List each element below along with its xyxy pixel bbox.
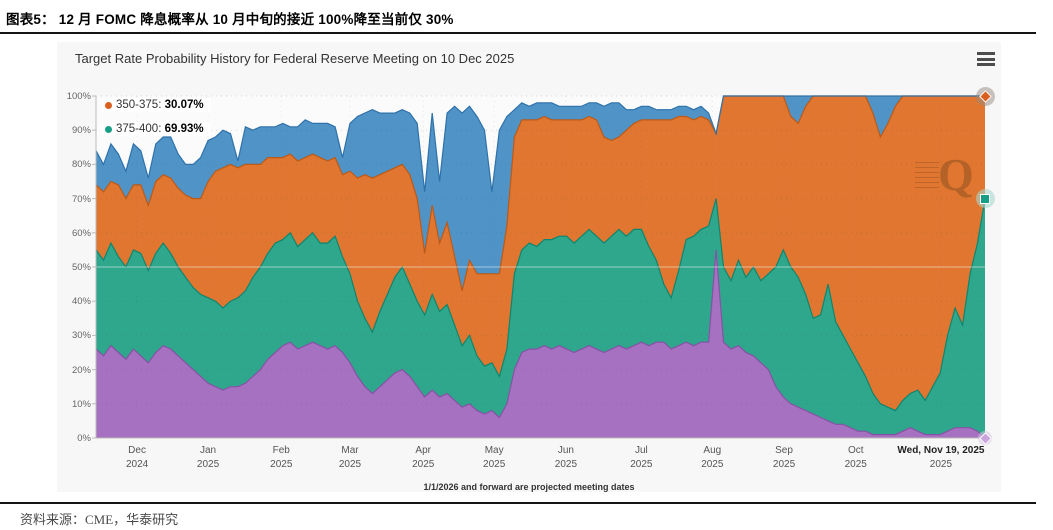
x-axis-label-Wed-Nov-19-2025: Wed, Nov 19, 2025 2025 — [897, 445, 985, 470]
series-dot-icon — [105, 101, 112, 109]
stacked-area-chart-svg — [92, 95, 986, 439]
end-marker-350-375 — [975, 86, 995, 106]
y-axis-label-80: 80% — [71, 159, 91, 171]
x-axis-label-Oct: Oct 2025 — [844, 445, 867, 470]
x-axis-label-Mar: Mar 2025 — [338, 445, 362, 470]
x-axis-label-Aug: Aug 2025 — [701, 445, 724, 470]
chart-title: Target Rate Probability History for Fede… — [75, 51, 515, 66]
menu-bar — [977, 52, 995, 55]
y-axis-label-0: 0% — [77, 433, 91, 444]
source-text: 资料来源：CME，华泰研究 — [20, 512, 179, 527]
diamond-marker-icon — [978, 89, 992, 103]
x-axis-label-Jul: Jul 2025 — [630, 445, 653, 470]
hover-value-text: 375-400: 69.93% — [116, 123, 204, 135]
y-axis-label-60: 60% — [71, 227, 91, 239]
y-axis-label-10: 10% — [71, 398, 91, 410]
fedwatch-chart-widget: Target Rate Probability History for Fede… — [57, 42, 1001, 492]
x-axis-label-Feb: Feb 2025 — [270, 445, 293, 470]
diamond-marker-icon — [978, 431, 992, 445]
x-axis-label-Jun: Jun 2025 — [554, 445, 578, 470]
x-axis-label-May: May 2025 — [483, 445, 506, 470]
area-band-375-400 — [96, 198, 985, 438]
hover-value-350-375: 350-375: 30.07% — [101, 98, 211, 112]
x-axis-label-Dec: Dec 2024 — [125, 445, 149, 470]
y-axis-label-20: 20% — [71, 364, 91, 376]
y-axis-label-30: 30% — [71, 330, 91, 342]
end-marker-375-400 — [975, 189, 995, 209]
y-axis-label-40: 40% — [71, 296, 91, 308]
stacked-area-plot[interactable]: Q 0% 10% 20% 30% 40% 50% 60% 70% 80% 90% 100% Dec 20… — [67, 86, 995, 470]
menu-bar — [977, 63, 995, 66]
x-axis-label-Jan: Jan 2025 — [196, 445, 220, 470]
area-edge-375-400 — [95, 198, 986, 412]
caption-divider — [0, 32, 1036, 34]
source-divider — [0, 502, 1036, 504]
y-axis-label-90: 90% — [71, 125, 91, 137]
square-marker-icon — [980, 193, 990, 204]
area-edge-325-350 — [95, 95, 985, 192]
area-band-350-375 — [96, 96, 985, 411]
hamburger-menu-icon[interactable] — [977, 52, 995, 69]
x-axis-label-Sep: Sep 2025 — [772, 445, 796, 470]
figure-caption: 图表5： 12 月 FOMC 降息概率从 10 月中旬的接近 100%降至当前仅… — [6, 12, 454, 27]
projection-footnote: 1/1/2026 and forward are projected meeti… — [423, 482, 635, 492]
y-axis-label-100: 100% — [66, 91, 91, 102]
hover-value-375-400: 375-400: 69.93% — [101, 122, 211, 136]
area-band-325-350 — [96, 96, 985, 291]
area-band-400-425 — [96, 249, 985, 438]
y-axis-label-50: 50% — [71, 262, 91, 273]
menu-bar — [977, 57, 995, 61]
area-edge-400-425 — [95, 249, 986, 439]
hover-value-text: 350-375: 30.07% — [116, 99, 204, 111]
x-axis-label-Apr: Apr 2025 — [412, 445, 435, 470]
y-axis-label-70: 70% — [71, 193, 91, 205]
series-dot-icon — [105, 125, 112, 133]
end-marker-400-425 — [978, 431, 992, 445]
